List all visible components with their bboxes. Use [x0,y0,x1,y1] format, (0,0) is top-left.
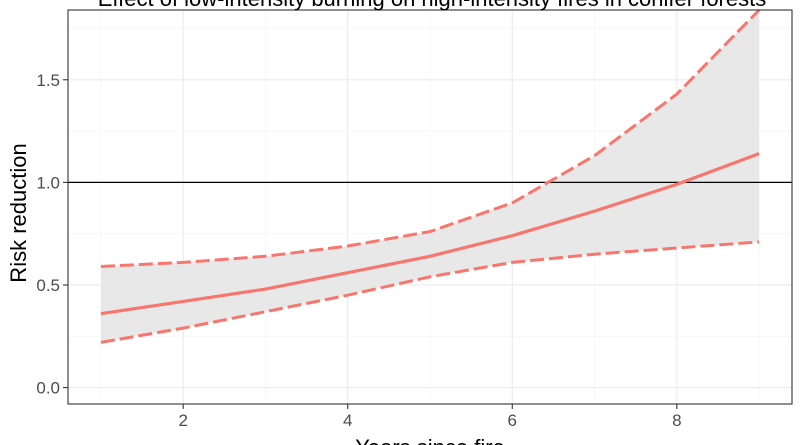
series-group [100,8,761,344]
confidence-ribbon-group [100,10,760,343]
y-tick-label: 0.5 [36,276,60,295]
y-tick-label: 0.0 [36,379,60,398]
x-tick-label: 2 [178,411,187,430]
y-axis-ticks: 0.0 0.5 1.0 1.5 [36,71,68,398]
x-axis-title: Years since fire [355,435,505,445]
x-tick-label: 6 [508,411,517,430]
confidence-ribbon [100,10,760,343]
lower-bound-line [100,240,760,344]
y-axis-title: Risk reduction [6,143,31,282]
chart-title: Effect of low-intensity burning on high-… [98,0,766,11]
y-tick-label: 1.5 [36,71,60,90]
x-tick-label: 4 [343,411,352,430]
panel-border [67,9,793,405]
x-tick-label: 8 [672,411,681,430]
y-tick-label: 1.0 [36,173,60,192]
estimate-line [100,152,760,316]
upper-bound-line [100,8,761,268]
x-axis-ticks: 2 4 6 8 [178,404,682,430]
